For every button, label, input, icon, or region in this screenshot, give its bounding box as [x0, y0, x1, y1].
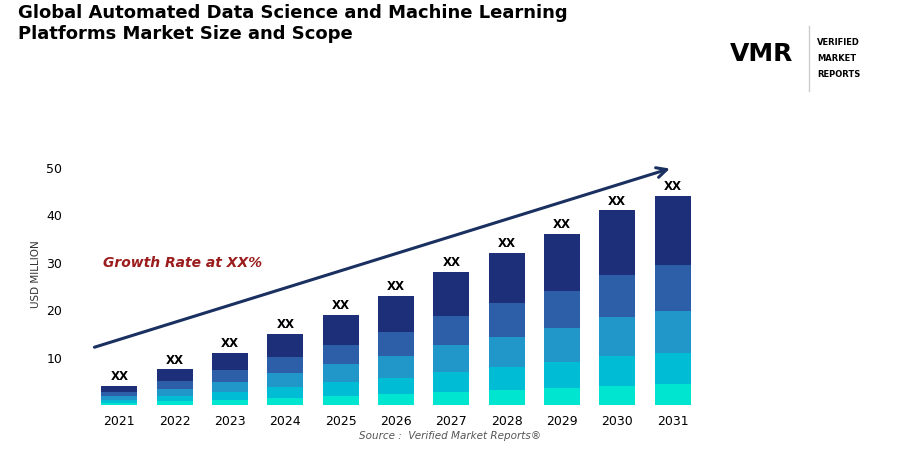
Bar	[599, 356, 635, 386]
Bar	[654, 384, 690, 405]
Bar	[267, 398, 303, 405]
Bar	[267, 357, 303, 373]
Bar	[378, 394, 414, 405]
Bar	[323, 345, 359, 364]
Text: XX: XX	[221, 337, 239, 350]
Text: Global Automated Data Science and Machine Learning
Platforms Market Size and Sco: Global Automated Data Science and Machin…	[18, 4, 568, 43]
Bar	[489, 337, 525, 367]
Bar	[599, 274, 635, 317]
Text: XX: XX	[111, 370, 129, 383]
Y-axis label: USD MILLION: USD MILLION	[31, 241, 40, 308]
Bar	[267, 373, 303, 387]
Bar	[157, 396, 193, 401]
Bar	[654, 353, 690, 384]
Bar	[654, 311, 690, 353]
Text: Source :  Verified Market Reports®: Source : Verified Market Reports®	[359, 431, 541, 441]
Text: XX: XX	[663, 180, 681, 194]
Bar	[489, 253, 525, 303]
Bar	[378, 378, 414, 394]
Bar	[267, 334, 303, 357]
Bar	[489, 390, 525, 405]
Bar	[102, 400, 138, 403]
Bar	[323, 364, 359, 382]
Bar	[323, 315, 359, 345]
Bar	[654, 196, 690, 265]
Bar	[544, 362, 580, 388]
Bar	[157, 389, 193, 396]
Bar	[102, 386, 138, 392]
Text: XX: XX	[442, 256, 460, 269]
Text: VMR: VMR	[730, 42, 793, 67]
Bar	[544, 291, 580, 328]
Text: XX: XX	[608, 194, 626, 207]
Bar	[433, 372, 469, 392]
Text: VERIFIED: VERIFIED	[817, 38, 860, 47]
Bar	[599, 317, 635, 356]
Text: XX: XX	[332, 299, 350, 312]
Text: Growth Rate at XX%: Growth Rate at XX%	[103, 256, 262, 270]
Text: XX: XX	[498, 237, 516, 250]
Bar	[212, 370, 248, 382]
Bar	[378, 332, 414, 356]
Text: REPORTS: REPORTS	[817, 70, 860, 79]
Bar	[323, 382, 359, 396]
Bar	[489, 367, 525, 390]
Text: XX: XX	[166, 354, 184, 367]
Bar	[433, 272, 469, 316]
Text: XX: XX	[387, 280, 405, 293]
Bar	[212, 382, 248, 392]
Bar	[323, 396, 359, 405]
Bar	[157, 401, 193, 405]
Text: MARKET: MARKET	[817, 54, 856, 63]
Bar	[489, 303, 525, 337]
Bar	[433, 345, 469, 372]
Bar	[433, 392, 469, 405]
Bar	[102, 396, 138, 400]
Text: XX: XX	[276, 318, 294, 331]
Bar	[212, 392, 248, 400]
Bar	[157, 381, 193, 389]
Bar	[654, 265, 690, 311]
Bar	[102, 392, 138, 396]
Bar	[544, 388, 580, 405]
Bar	[212, 353, 248, 370]
Bar	[544, 328, 580, 362]
Bar	[599, 211, 635, 274]
Bar	[378, 296, 414, 332]
Bar	[433, 316, 469, 345]
Bar	[102, 403, 138, 405]
Text: XX: XX	[553, 218, 571, 231]
Bar	[544, 234, 580, 291]
Bar	[599, 386, 635, 405]
Bar	[267, 387, 303, 398]
Bar	[212, 400, 248, 405]
Bar	[157, 369, 193, 381]
Bar	[378, 356, 414, 378]
